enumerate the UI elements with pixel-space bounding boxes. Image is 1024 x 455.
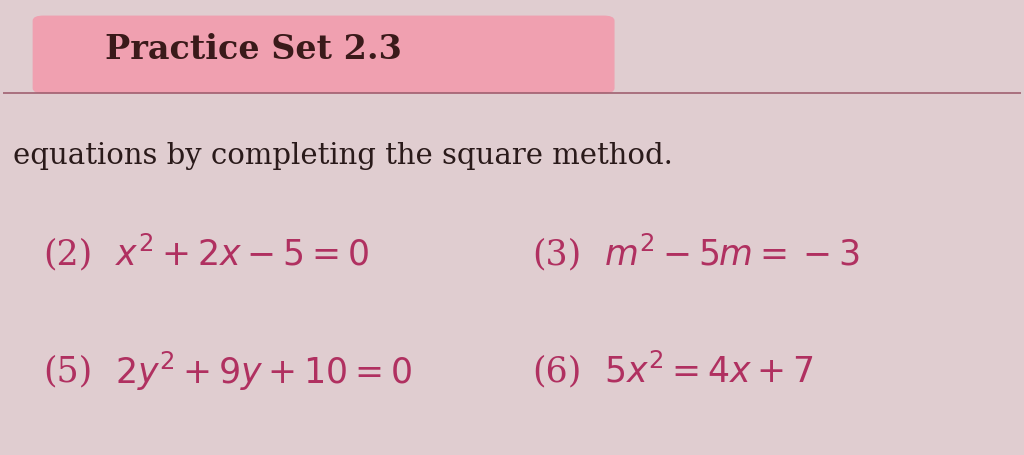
FancyBboxPatch shape [34, 16, 613, 93]
Text: (3): (3) [532, 238, 582, 272]
Text: (6): (6) [532, 354, 582, 388]
Text: $2y^2 + 9y + 10 = 0$: $2y^2 + 9y + 10 = 0$ [115, 350, 413, 393]
Text: $x^2 + 2x - 5 = 0$: $x^2 + 2x - 5 = 0$ [115, 236, 369, 273]
Text: $5x^2 = 4x + 7$: $5x^2 = 4x + 7$ [604, 353, 813, 389]
Text: equations by completing the square method.: equations by completing the square metho… [13, 142, 673, 170]
Text: (2): (2) [43, 238, 93, 272]
Text: (5): (5) [43, 354, 93, 388]
Text: $m^2 - 5m = -3$: $m^2 - 5m = -3$ [604, 236, 859, 273]
Text: Practice Set 2.3: Practice Set 2.3 [104, 34, 401, 66]
